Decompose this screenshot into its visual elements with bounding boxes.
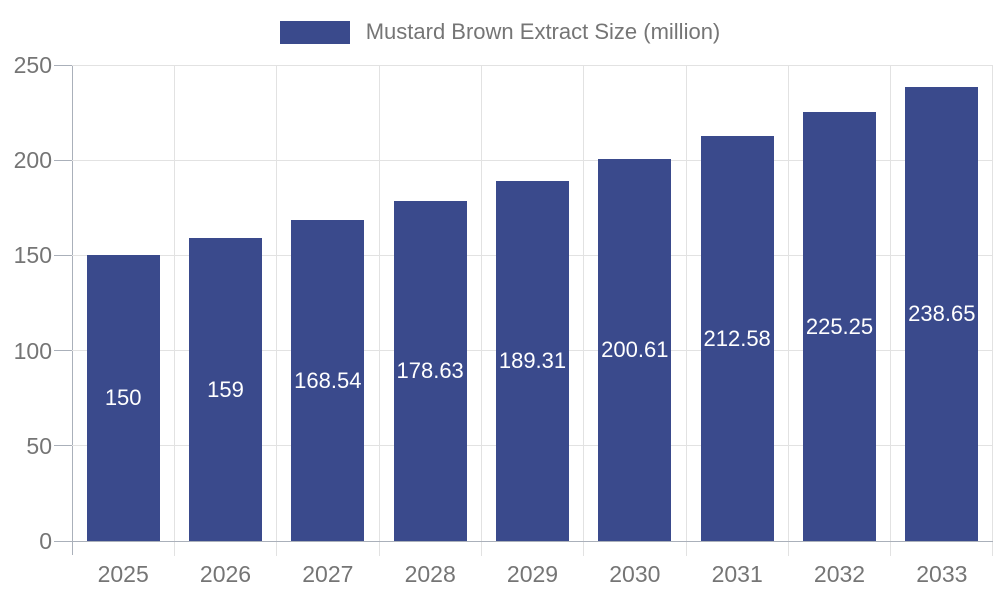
x-gridline — [173, 65, 175, 541]
y-tick-mark — [54, 540, 72, 542]
legend[interactable]: Mustard Brown Extract Size (million) — [0, 17, 1000, 47]
bar-value-label: 159 — [207, 376, 244, 402]
y-gridline — [72, 159, 993, 161]
x-gridline — [991, 65, 993, 541]
y-tick-label: 250 — [13, 52, 52, 78]
legend-swatch-icon — [279, 20, 350, 44]
bar — [393, 200, 467, 541]
x-gridline — [276, 65, 278, 541]
x-tick-mark — [173, 542, 175, 556]
x-tick-mark — [890, 542, 892, 556]
x-tick-label: 2029 — [506, 561, 559, 587]
y-tick-mark — [54, 159, 72, 161]
bar-value-label: 238.65 — [908, 300, 976, 326]
bar — [86, 255, 160, 541]
x-axis-line — [72, 541, 993, 542]
y-tick-mark — [54, 254, 72, 256]
x-tick-mark — [583, 542, 585, 556]
bar-value-label: 168.54 — [294, 367, 362, 393]
bar-value-label: 200.61 — [601, 337, 669, 363]
x-gridline — [685, 65, 687, 541]
x-gridline — [583, 65, 585, 541]
y-tick-mark — [54, 445, 72, 447]
bar-value-label: 189.31 — [498, 347, 567, 373]
x-tick-mark — [480, 542, 482, 556]
y-tick-label: 200 — [13, 147, 52, 174]
plot-area: 150 159 168.54 178.63 189.31 200.61 212.58 225.… — [72, 64, 993, 541]
bar-value-label: 225.25 — [805, 313, 874, 339]
bar — [496, 180, 569, 541]
x-gridline — [480, 65, 482, 541]
bar-value-label: 178.63 — [396, 357, 464, 383]
x-tick-label: 2033 — [916, 561, 968, 587]
x-tick-label: 2026 — [199, 561, 252, 587]
y-tick-label: 100 — [13, 337, 52, 364]
x-tick-label: 2030 — [609, 561, 661, 587]
legend-label: Mustard Brown Extract Size (million) — [365, 19, 721, 44]
x-tick-mark — [378, 542, 380, 556]
x-tick-mark — [276, 542, 278, 556]
bar — [291, 220, 365, 541]
bar — [189, 238, 262, 541]
x-tick-label: 2031 — [711, 561, 763, 587]
bar — [598, 159, 672, 541]
x-gridline — [890, 65, 892, 541]
x-tick-label: 2027 — [302, 561, 354, 587]
bar-value-label: 150 — [104, 385, 142, 411]
x-tick-mark — [685, 542, 687, 556]
bar-value-label: 212.58 — [703, 325, 771, 351]
bar — [803, 112, 876, 541]
y-tick-label: 0 — [39, 528, 52, 554]
x-tick-mark — [991, 542, 993, 556]
x-tick-label: 2025 — [97, 561, 149, 587]
x-tick-mark — [787, 542, 789, 556]
y-gridline — [72, 64, 993, 66]
y-tick-mark — [54, 64, 72, 66]
x-tick-label: 2028 — [404, 561, 456, 587]
y-axis-line — [72, 65, 73, 555]
y-tick-label: 150 — [13, 242, 52, 269]
bar — [905, 86, 979, 541]
x-gridline — [787, 65, 789, 541]
x-tick-label: 2032 — [813, 561, 866, 587]
x-gridline — [378, 65, 380, 541]
y-tick-mark — [54, 350, 72, 352]
y-tick-label: 50 — [26, 432, 52, 459]
bar — [700, 136, 774, 541]
